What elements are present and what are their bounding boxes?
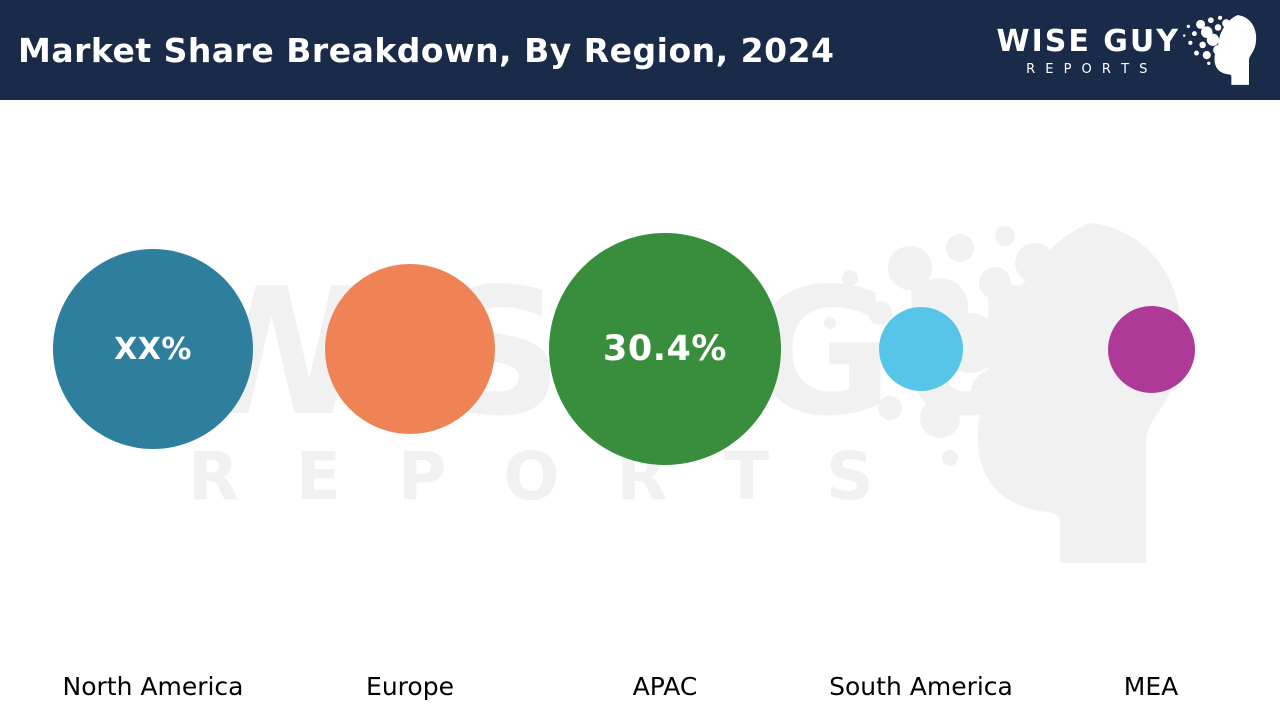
category-label-apac: APAC bbox=[632, 672, 698, 701]
category-label-europe: Europe bbox=[366, 672, 454, 701]
brand-name: WISE GUY bbox=[996, 23, 1180, 59]
bubble-south-america bbox=[879, 307, 963, 391]
header-bar: Market Share Breakdown, By Region, 2024 … bbox=[0, 0, 1280, 100]
page-title: Market Share Breakdown, By Region, 2024 bbox=[18, 30, 835, 70]
bubble-north-america: XX% bbox=[53, 249, 253, 449]
bubble-value-north-america: XX% bbox=[114, 331, 192, 367]
brand-text: WISE GUY R E P O R T S bbox=[996, 24, 1180, 77]
brand-subtitle: R E P O R T S bbox=[1026, 61, 1151, 77]
category-label-mea: MEA bbox=[1123, 672, 1179, 701]
bubble-europe bbox=[325, 264, 495, 434]
watermark-reports-text: R E P O R T S bbox=[188, 438, 891, 515]
category-label-north-america: North America bbox=[62, 672, 244, 701]
brand-logo: WISE GUY R E P O R T S bbox=[996, 11, 1258, 89]
bubble-value-apac: 30.4% bbox=[603, 329, 727, 369]
bubble-mea bbox=[1107, 305, 1195, 393]
bubble-apac: 30.4% bbox=[549, 233, 781, 465]
category-label-south-america: South America bbox=[829, 672, 1013, 701]
brand-head-icon bbox=[1182, 15, 1257, 85]
